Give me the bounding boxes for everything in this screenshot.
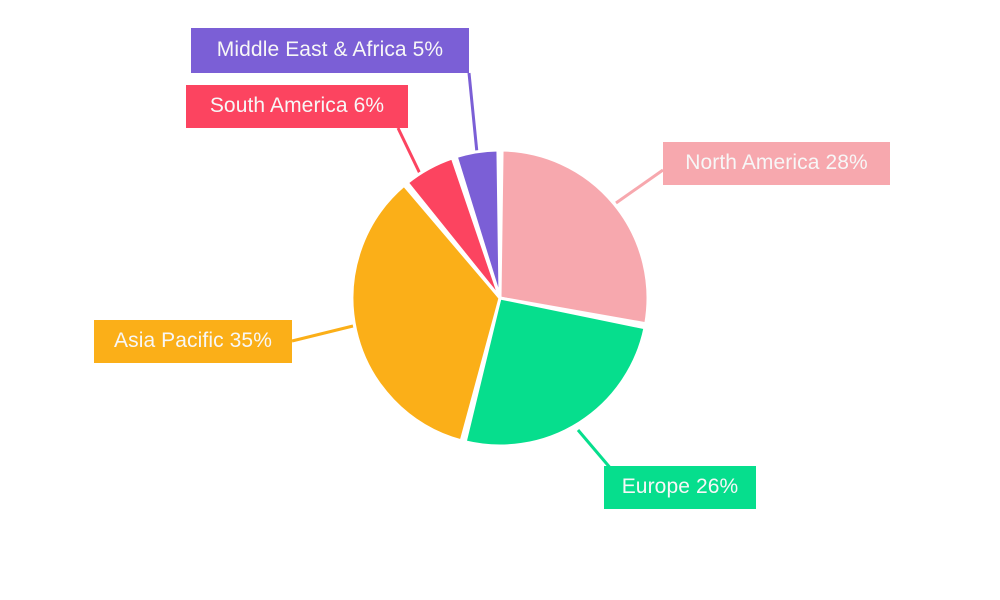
pie-label-text-asia-pacific: Asia Pacific 35% [113,329,272,352]
leader-line-asia-pacific [291,324,354,343]
pie-label-middle-east-africa[interactable]: Middle East & Africa 5% [191,28,469,73]
pie-label-text-north-america: North America 28% [685,151,868,174]
pie-label-south-america[interactable]: South America 6% [186,85,408,128]
pie-slice-middle-east-africa[interactable] [454,148,502,300]
pie-slice-asia-pacific[interactable] [350,183,502,443]
pie-label-text-middle-east-africa: Middle East & Africa 5% [216,38,444,61]
pie-label-text-europe: Europe 26% [621,475,739,498]
pie-slice-south-america[interactable] [405,156,502,300]
pie-slice-europe[interactable] [463,296,647,448]
pie-slice-group [350,148,650,448]
pie-label-text-south-america: South America 6% [209,94,385,117]
pie-label-asia-pacific[interactable]: Asia Pacific 35% [94,320,292,363]
leader-line-middle-east-africa [467,72,480,164]
leader-line-europe [576,429,614,471]
pie-slice-north-america[interactable] [498,148,650,326]
leader-line-north-america [615,168,664,205]
pie-label-europe[interactable]: Europe 26% [604,466,756,509]
pie-label-north-america[interactable]: North America 28% [663,142,890,185]
